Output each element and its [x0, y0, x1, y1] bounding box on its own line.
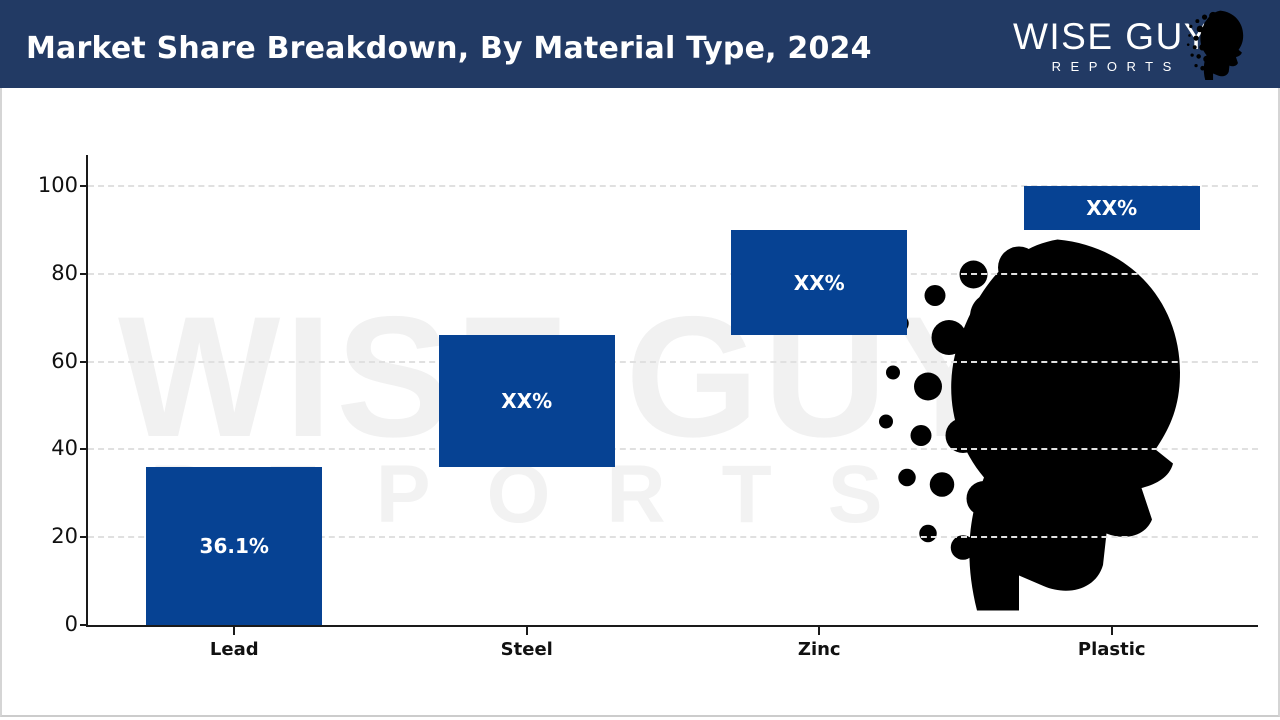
y-axis-tick-label: 80 — [51, 260, 78, 285]
logo-wordmark-line1: WISE GUY — [1012, 16, 1210, 58]
y-axis-tick-label: 40 — [51, 436, 78, 461]
gridline-100 — [88, 185, 1258, 187]
y-axis-tick-label: 100 — [37, 173, 78, 197]
y-axis-line — [86, 155, 88, 627]
bar-lead: 36.1% — [146, 466, 323, 625]
y-axis-tickmark — [80, 448, 88, 451]
x-axis-category-label: Plastic — [1077, 639, 1146, 660]
x-axis-tickmark — [525, 627, 528, 635]
bar-value-label: XX% — [501, 388, 553, 413]
bar-steel: XX% — [438, 335, 615, 467]
gridline-40 — [88, 448, 1258, 451]
header-bar: Market Share Breakdown, By Material Type… — [0, 0, 1280, 88]
x-axis-tickmark — [1110, 627, 1113, 635]
bar-value-label: 36.1% — [199, 533, 269, 558]
brand-logo: WISE GUY REPORTS — [1013, 3, 1254, 85]
x-axis-category-label: Lead — [209, 639, 259, 660]
gridline-80 — [88, 272, 1258, 275]
y-axis-tickmark — [80, 272, 88, 275]
logo-wordmark: WISE GUY REPORTS — [1012, 16, 1210, 74]
gridline-60 — [88, 360, 1258, 363]
y-axis-tickmark — [80, 185, 88, 187]
page-title: Market Share Breakdown, By Material Type… — [26, 30, 872, 66]
y-axis-tickmark — [80, 536, 88, 539]
bar-value-label: XX% — [1086, 195, 1138, 220]
y-axis-tickmark — [80, 624, 88, 626]
gridline-20 — [88, 536, 1258, 539]
y-axis-tickmark — [80, 360, 88, 363]
x-axis-tickmark — [818, 627, 821, 635]
bar-plastic: XX% — [1023, 186, 1200, 230]
y-axis-tick-label: 60 — [51, 348, 78, 373]
y-axis-tick-label: 20 — [51, 524, 78, 549]
x-axis-line — [86, 625, 1258, 627]
y-axis-tick-label: 0 — [64, 612, 78, 636]
bar-zinc: XX% — [731, 229, 908, 336]
x-axis-tickmark — [233, 627, 236, 635]
x-axis-category-label: Steel — [500, 639, 553, 660]
bar-value-label: XX% — [793, 270, 845, 295]
logo-wordmark-line2: REPORTS — [1051, 58, 1181, 74]
x-axis-category-label: Zinc — [797, 639, 841, 660]
